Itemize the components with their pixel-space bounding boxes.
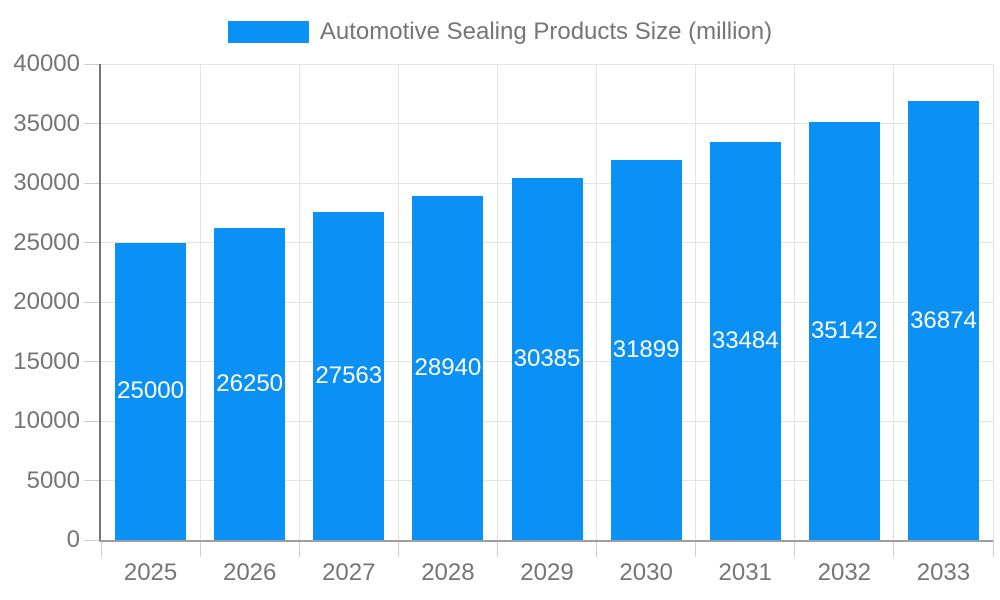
y-tick-label: 10000 bbox=[13, 407, 80, 434]
x-tick-label: 2029 bbox=[520, 559, 574, 586]
bar-value-label: 35142 bbox=[810, 316, 878, 344]
x-tick-label: 2033 bbox=[916, 559, 971, 586]
x-tick-mark bbox=[298, 540, 300, 557]
legend-series-label: Automotive Sealing Products Size (millio… bbox=[319, 18, 773, 45]
y-tick-mark bbox=[84, 480, 101, 481]
bar-2030[interactable] bbox=[610, 160, 682, 540]
bar-value-label: 31899 bbox=[612, 336, 680, 364]
y-tick-label: 40000 bbox=[13, 50, 80, 77]
v-gridline bbox=[992, 64, 994, 540]
bar-2033[interactable] bbox=[907, 101, 979, 540]
x-tick-label: 2030 bbox=[619, 559, 673, 586]
v-gridline bbox=[199, 64, 201, 540]
x-tick-mark bbox=[695, 540, 697, 557]
x-tick-label: 2032 bbox=[817, 559, 872, 586]
x-tick-mark bbox=[496, 540, 498, 557]
y-tick-label: 35000 bbox=[13, 109, 80, 137]
h-gridline bbox=[101, 63, 993, 65]
bar-value-label: 30385 bbox=[513, 345, 581, 373]
v-gridline bbox=[794, 64, 796, 540]
x-tick-mark bbox=[397, 540, 399, 557]
y-tick-label: 20000 bbox=[13, 288, 80, 315]
v-gridline bbox=[397, 64, 399, 540]
y-tick-mark bbox=[84, 420, 101, 422]
x-tick-mark bbox=[100, 540, 102, 557]
x-tick-mark bbox=[199, 540, 201, 557]
bar-value-label: 26250 bbox=[216, 369, 284, 397]
y-tick-label: 15000 bbox=[13, 347, 80, 375]
x-tick-mark bbox=[794, 540, 796, 557]
bar-value-label: 33484 bbox=[711, 326, 779, 354]
bar-2032[interactable] bbox=[808, 121, 880, 540]
y-tick-mark bbox=[84, 182, 101, 184]
y-axis-line bbox=[99, 64, 101, 540]
v-gridline bbox=[496, 64, 498, 540]
y-tick-mark bbox=[84, 242, 101, 243]
v-gridline bbox=[298, 64, 300, 540]
x-tick-mark bbox=[596, 540, 598, 557]
bar-2029[interactable] bbox=[511, 178, 583, 540]
x-tick-label: 2026 bbox=[222, 559, 277, 586]
x-tick-mark bbox=[992, 540, 994, 557]
legend-color-swatch[interactable] bbox=[227, 21, 309, 43]
v-gridline bbox=[893, 64, 895, 540]
y-tick-mark bbox=[84, 123, 101, 124]
y-tick-label: 5000 bbox=[26, 466, 80, 494]
x-tick-label: 2027 bbox=[322, 559, 376, 586]
y-tick-label: 30000 bbox=[13, 169, 80, 196]
y-tick-mark bbox=[84, 301, 101, 303]
y-tick-label: 25000 bbox=[13, 228, 80, 256]
x-tick-label: 2028 bbox=[421, 559, 475, 586]
bar-value-label: 36874 bbox=[910, 306, 977, 334]
bar-2031[interactable] bbox=[709, 141, 781, 540]
h-gridline bbox=[101, 123, 993, 124]
x-tick-label: 2025 bbox=[123, 559, 178, 586]
bar-2028[interactable] bbox=[412, 195, 484, 540]
bar-2027[interactable] bbox=[313, 212, 385, 540]
x-axis-line bbox=[99, 540, 993, 542]
x-tick-mark bbox=[893, 540, 895, 557]
bar-2026[interactable] bbox=[214, 227, 286, 540]
y-tick-mark bbox=[84, 63, 101, 65]
bar-value-label: 28940 bbox=[414, 353, 482, 381]
bar-2025[interactable] bbox=[115, 242, 187, 540]
x-tick-label: 2031 bbox=[718, 559, 772, 586]
y-tick-mark bbox=[84, 361, 101, 362]
bar-value-label: 27563 bbox=[315, 362, 383, 389]
y-tick-label: 0 bbox=[66, 526, 80, 553]
v-gridline bbox=[596, 64, 598, 540]
y-tick-mark bbox=[84, 539, 101, 541]
bar-value-label: 25000 bbox=[117, 377, 184, 405]
legend[interactable]: Automotive Sealing Products Size (millio… bbox=[0, 18, 1000, 46]
v-gridline bbox=[695, 64, 697, 540]
